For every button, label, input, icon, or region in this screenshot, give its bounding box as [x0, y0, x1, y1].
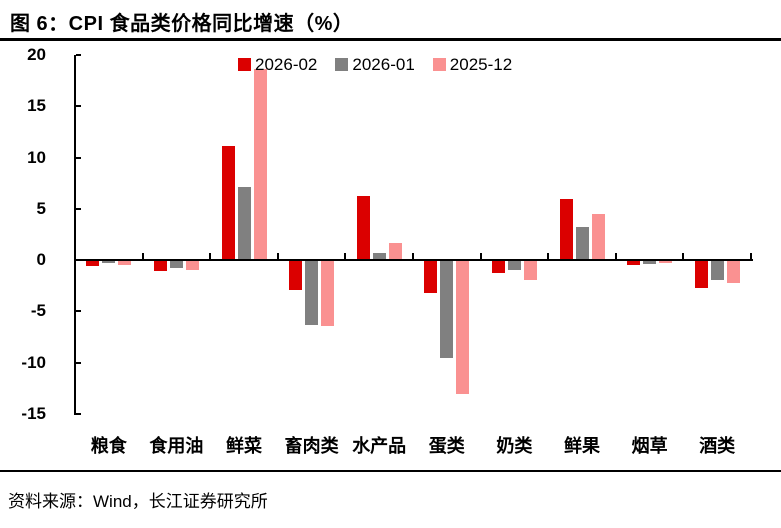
bar-2026-01-水产品	[372, 252, 386, 259]
bar-2026-01-奶类	[507, 261, 521, 271]
bar-2025-12-食用油	[185, 261, 199, 271]
category-label: 畜肉类	[284, 436, 339, 456]
legend-swatch-icon	[335, 58, 349, 71]
category-boundary-tick	[750, 253, 752, 259]
category-boundary-tick	[547, 253, 550, 259]
bar-2026-01-鲜果	[575, 227, 589, 259]
y-axis-line	[74, 55, 76, 415]
y-tick-mark	[76, 207, 81, 210]
bar-2025-12-畜肉类	[321, 261, 335, 326]
bar-2025-12-烟草	[659, 261, 673, 264]
bar-2026-02-水产品	[356, 196, 370, 259]
source-note: 资料来源：Wind，长江证券研究所	[8, 492, 268, 511]
category-label: 粮食	[90, 436, 127, 456]
bar-2026-01-蛋类	[440, 261, 454, 359]
y-tick-label: 0	[36, 250, 46, 269]
category-boundary-tick	[412, 253, 414, 259]
bar-2026-01-畜肉类	[305, 261, 319, 325]
legend-label: 2026-01	[352, 55, 415, 74]
y-tick-mark	[76, 310, 81, 313]
category-label: 酒类	[699, 436, 736, 456]
bar-2026-02-奶类	[491, 261, 505, 274]
category-label: 蛋类	[428, 436, 465, 456]
y-tick-mark	[76, 361, 81, 364]
y-tick-mark	[76, 105, 81, 108]
bar-2026-01-烟草	[643, 261, 657, 265]
category-label: 鲜菜	[225, 436, 262, 456]
bar-2026-02-鲜菜	[221, 146, 235, 259]
legend-swatch-icon	[432, 58, 446, 71]
bar-2025-12-蛋类	[456, 261, 470, 395]
legend-label: 2025-12	[449, 55, 513, 74]
y-tick-mark	[76, 259, 81, 261]
category-label: 奶类	[496, 436, 533, 456]
category-boundary-tick	[74, 253, 76, 259]
bar-2026-02-蛋类	[424, 261, 438, 293]
bar-2026-02-鲜果	[559, 198, 573, 259]
category-boundary-tick	[479, 253, 482, 259]
legend-item-2025-12: 2025-12	[432, 55, 513, 74]
legend-label: 2026-02	[255, 55, 318, 74]
bar-2026-02-食用油	[153, 261, 167, 272]
category-label: 鲜果	[563, 436, 600, 456]
y-tick-mark	[76, 54, 81, 56]
category-label: 水产品	[352, 436, 407, 456]
category-boundary-tick	[141, 253, 144, 259]
category-boundary-tick	[276, 253, 279, 259]
legend-item-2026-01: 2026-01	[335, 55, 415, 74]
y-tick-label: -5	[30, 301, 46, 321]
bar-2026-01-粮食	[102, 261, 116, 264]
chart-legend: 2026-02 2026-01 2025-12	[238, 56, 512, 73]
y-tick-label: -15	[21, 403, 46, 423]
bar-2025-12-酒类	[726, 261, 740, 283]
y-tick-mark	[76, 156, 81, 159]
bar-2026-02-粮食	[86, 261, 100, 267]
legend-item-2026-02: 2026-02	[238, 56, 317, 73]
y-tick-label: 20	[27, 45, 46, 64]
title-rule	[0, 38, 781, 41]
bar-2025-12-粮食	[118, 261, 132, 266]
bar-2026-01-食用油	[169, 261, 183, 269]
x-axis-zero-line	[74, 259, 753, 261]
y-tick-label: 10	[27, 147, 46, 167]
figure-title: 图 6：CPI 食品类价格同比增速（%）	[10, 13, 354, 35]
bottom-rule	[0, 470, 781, 472]
bar-2026-02-酒类	[694, 261, 708, 288]
y-tick-label: 5	[36, 198, 46, 218]
y-tick-label: 15	[27, 96, 46, 116]
category-boundary-tick	[614, 253, 617, 259]
bar-2026-01-鲜菜	[237, 187, 251, 259]
y-tick-mark	[76, 412, 81, 415]
bar-2026-02-烟草	[627, 261, 641, 266]
category-boundary-tick	[682, 253, 685, 259]
bar-2025-12-奶类	[523, 261, 537, 281]
bar-2025-12-鲜菜	[253, 69, 267, 259]
bar-2026-01-酒类	[710, 261, 724, 281]
bar-2026-02-畜肉类	[289, 261, 303, 290]
category-boundary-tick	[209, 253, 212, 259]
category-label: 食用油	[149, 436, 204, 456]
category-boundary-tick	[344, 253, 347, 259]
category-label: 烟草	[631, 436, 668, 456]
bar-2025-12-鲜果	[591, 213, 605, 259]
bar-chart: 2026-02 2026-01 2025-12 20 15 10 5 0 -5 -10 -15 粮食…	[0, 42, 781, 470]
legend-swatch-icon	[238, 58, 251, 71]
y-tick-label: -10	[21, 352, 46, 372]
bar-2025-12-水产品	[388, 242, 402, 259]
